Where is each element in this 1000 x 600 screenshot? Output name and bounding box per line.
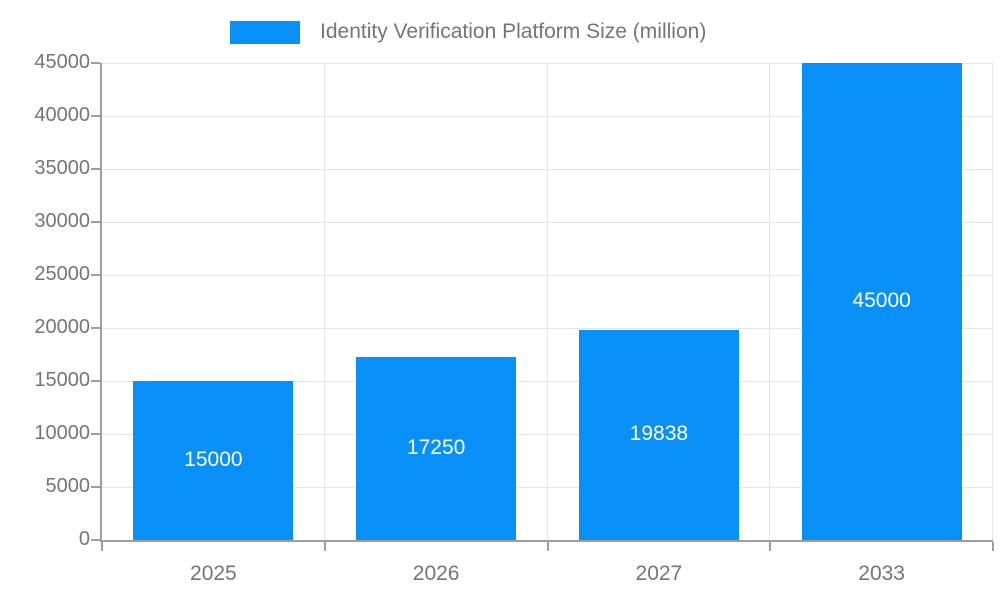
x-axis-tick	[101, 542, 103, 551]
chart-legend: Identity Verification Platform Size (mil…	[230, 20, 706, 44]
gridline-vertical	[546, 63, 548, 540]
legend-label: Identity Verification Platform Size (mil…	[320, 20, 707, 43]
x-axis-tick	[769, 542, 772, 551]
y-axis-tick	[91, 380, 100, 382]
y-tick-label: 5000	[45, 475, 91, 497]
plot-area: 0 5000 10000 15000 20000 25000 30000 35000 40000…	[34, 51, 994, 585]
x-tick-label: 2027	[635, 562, 683, 585]
y-tick-label: 15000	[34, 369, 90, 391]
y-tick-label: 40000	[34, 104, 90, 126]
y-axis-tick	[91, 274, 100, 276]
gridline-horizontal	[102, 116, 993, 117]
y-tick-label: 0	[78, 528, 90, 550]
bar-2025[interactable]	[133, 381, 294, 540]
x-axis-line	[100, 540, 993, 542]
y-axis-tick	[91, 433, 100, 435]
bar-2026[interactable]	[356, 357, 517, 540]
y-tick-label: 30000	[34, 210, 90, 232]
bar-2027[interactable]	[578, 329, 739, 540]
y-axis-tick	[91, 327, 100, 329]
y-axis-line	[100, 63, 102, 540]
x-axis-tick	[992, 542, 994, 551]
gridline-horizontal	[102, 487, 993, 488]
y-tick-label: 45000	[34, 51, 90, 73]
gridline-vertical	[323, 63, 325, 540]
y-axis-tick	[91, 539, 100, 541]
x-tick-label: 2033	[858, 562, 905, 585]
gridline-horizontal	[102, 222, 993, 223]
y-tick-label: 10000	[34, 422, 90, 444]
x-tick-label: 2026	[412, 562, 460, 585]
gridline-horizontal	[102, 275, 993, 276]
y-tick-label: 20000	[34, 316, 90, 338]
y-axis-tick	[91, 486, 100, 488]
y-axis-tick	[91, 221, 100, 223]
y-axis-tick	[91, 115, 100, 117]
bar-2033[interactable]	[801, 63, 962, 540]
x-axis-tick	[546, 542, 549, 551]
gridline-vertical	[769, 63, 771, 540]
legend-swatch	[230, 20, 300, 44]
y-axis-tick	[91, 168, 100, 170]
x-axis-tick	[323, 542, 326, 551]
x-tick-label: 2025	[190, 562, 237, 585]
gridline-vertical	[992, 63, 993, 540]
gridline-horizontal	[102, 169, 993, 170]
gridline-horizontal	[102, 63, 993, 64]
gridline-horizontal	[102, 328, 993, 329]
gridline-horizontal	[102, 434, 993, 435]
gridline-horizontal	[102, 381, 993, 382]
y-axis-tick	[91, 62, 100, 64]
y-tick-label: 25000	[34, 263, 90, 285]
y-tick-label: 35000	[34, 157, 90, 179]
